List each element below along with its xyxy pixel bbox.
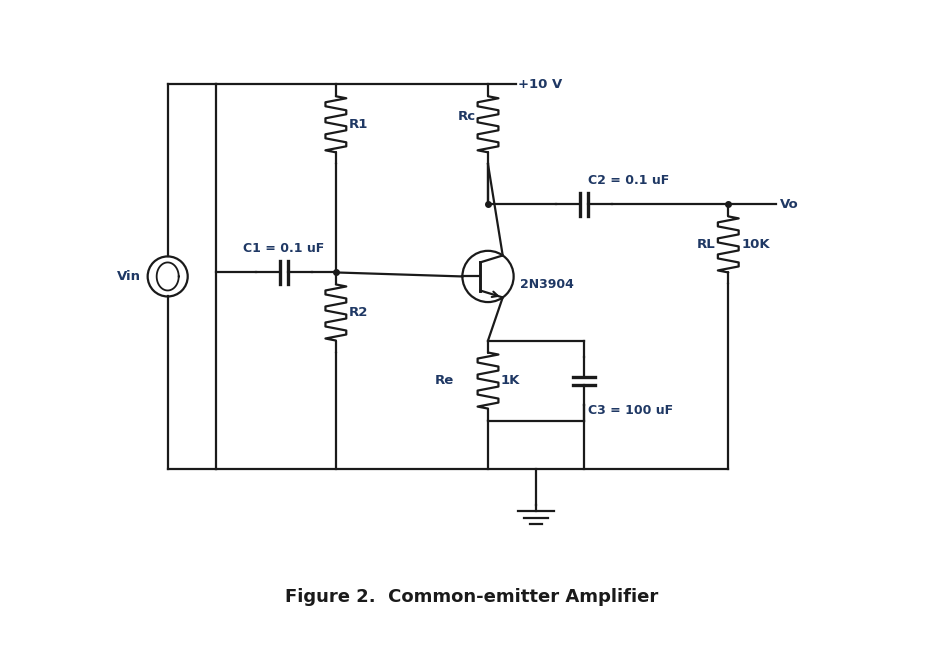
Text: Vin: Vin <box>117 270 142 283</box>
Text: C3 = 100 uF: C3 = 100 uF <box>588 404 673 417</box>
Text: C2 = 0.1 uF: C2 = 0.1 uF <box>588 174 669 187</box>
Text: +10 V: +10 V <box>518 78 563 91</box>
Text: 2N3904: 2N3904 <box>520 278 574 291</box>
Text: Vo: Vo <box>781 198 799 211</box>
Text: 1K: 1K <box>501 374 520 387</box>
Text: Rc: Rc <box>458 110 476 123</box>
Text: RL: RL <box>697 238 716 251</box>
Text: Re: Re <box>435 374 454 387</box>
Text: 10K: 10K <box>741 238 769 251</box>
Text: R1: R1 <box>348 117 368 131</box>
Text: Figure 2.  Common-emitter Amplifier: Figure 2. Common-emitter Amplifier <box>285 588 659 606</box>
Text: R2: R2 <box>348 306 368 319</box>
Text: C1 = 0.1 uF: C1 = 0.1 uF <box>244 242 325 255</box>
